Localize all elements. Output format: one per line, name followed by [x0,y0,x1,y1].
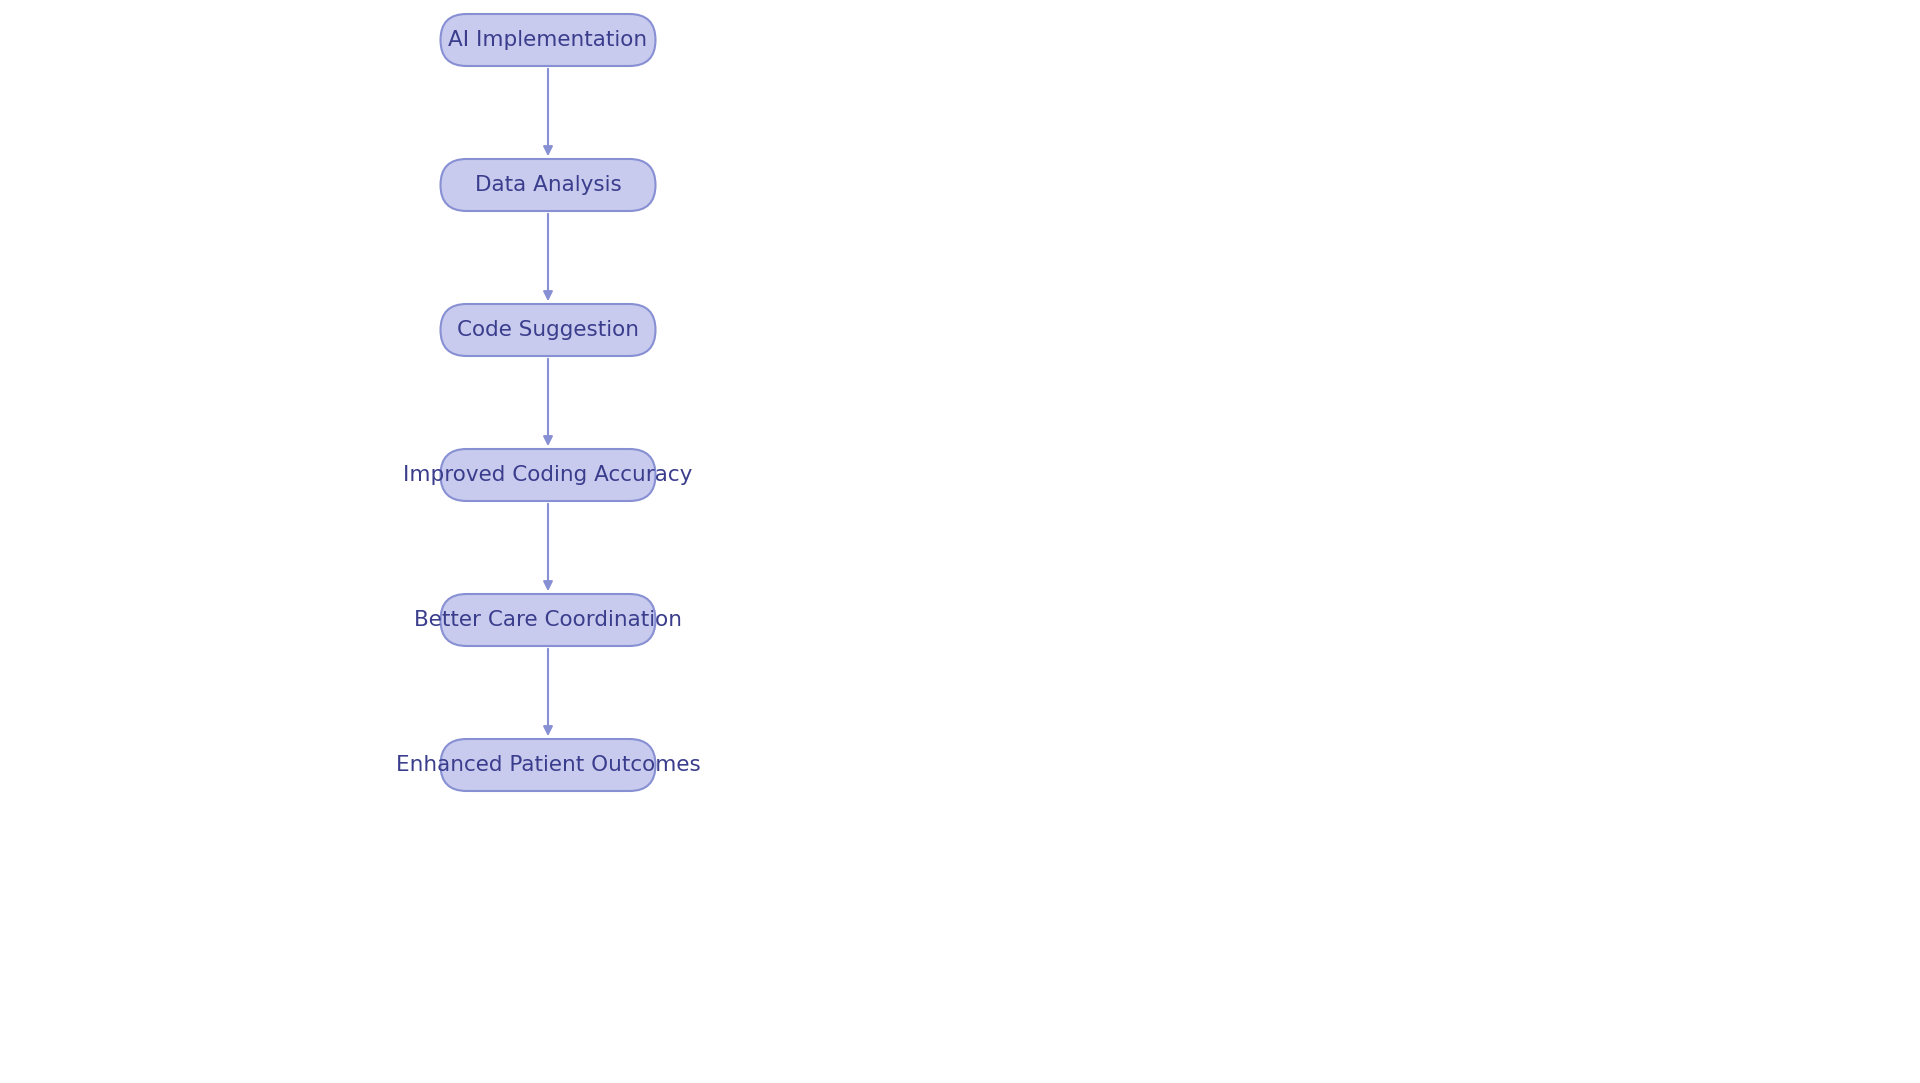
FancyBboxPatch shape [440,449,655,501]
Text: Data Analysis: Data Analysis [474,175,622,195]
FancyBboxPatch shape [440,159,655,211]
FancyBboxPatch shape [440,304,655,356]
Text: Better Care Coordination: Better Care Coordination [415,610,682,630]
Text: Improved Coding Accuracy: Improved Coding Accuracy [403,465,693,485]
Text: Enhanced Patient Outcomes: Enhanced Patient Outcomes [396,755,701,775]
FancyBboxPatch shape [440,739,655,791]
Text: Code Suggestion: Code Suggestion [457,319,639,340]
FancyBboxPatch shape [440,14,655,66]
Text: AI Implementation: AI Implementation [449,30,647,50]
FancyBboxPatch shape [440,593,655,645]
